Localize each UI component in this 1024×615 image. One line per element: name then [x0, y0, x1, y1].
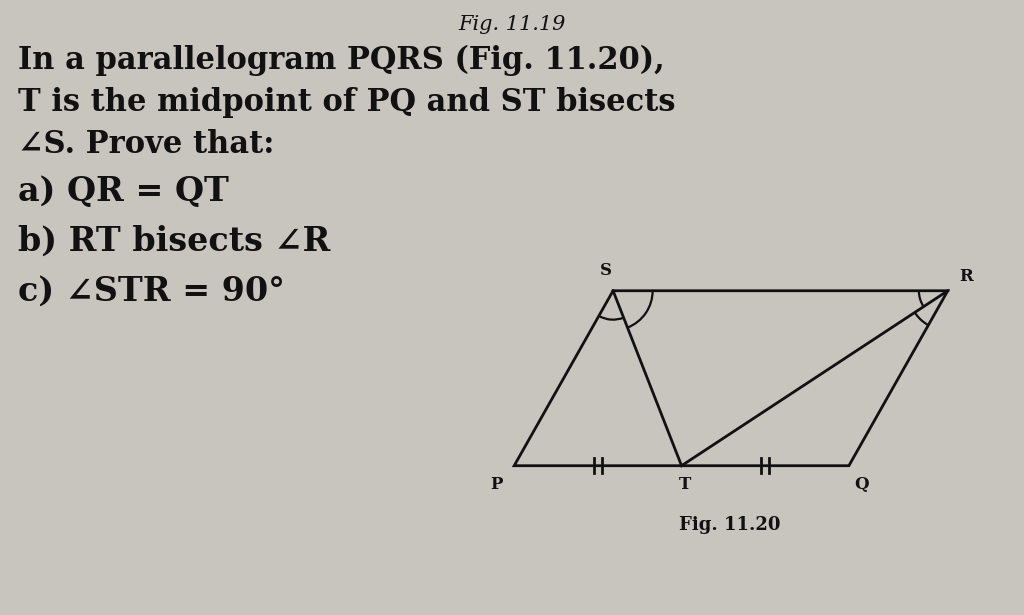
Text: c) ∠STR = 90°: c) ∠STR = 90° — [18, 275, 285, 308]
Text: R: R — [959, 268, 973, 285]
Text: ∠S. Prove that:: ∠S. Prove that: — [18, 129, 274, 160]
Text: b) RT bisects ∠R: b) RT bisects ∠R — [18, 225, 331, 258]
Text: a) QR = QT: a) QR = QT — [18, 175, 229, 208]
Text: S: S — [599, 261, 611, 279]
Text: Fig. 11.20: Fig. 11.20 — [680, 516, 781, 534]
Text: T: T — [679, 477, 691, 493]
Text: Q: Q — [854, 477, 868, 493]
Text: T is the midpoint of PQ and ST bisects: T is the midpoint of PQ and ST bisects — [18, 87, 676, 118]
Text: In a parallelogram PQRS (Fig. 11.20),: In a parallelogram PQRS (Fig. 11.20), — [18, 45, 665, 76]
Text: Fig. 11.19: Fig. 11.19 — [459, 15, 565, 34]
Text: P: P — [489, 477, 502, 493]
